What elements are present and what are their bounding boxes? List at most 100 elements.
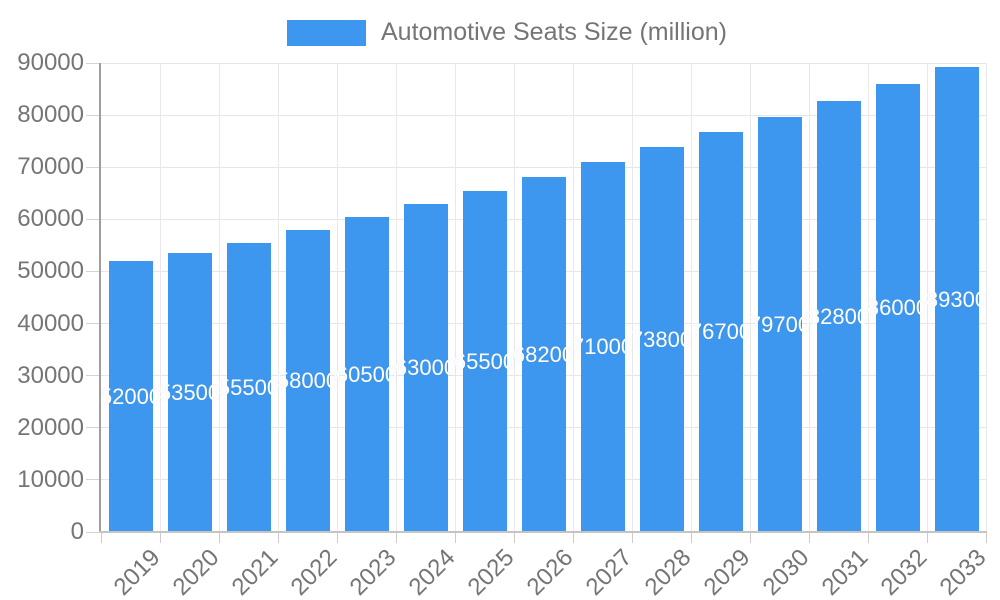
x-axis-tick <box>101 533 102 543</box>
y-axis-tick <box>86 62 100 64</box>
x-gridline <box>395 63 397 532</box>
y-tick-label: 40000 <box>17 309 84 337</box>
x-tick-label: 2031 <box>816 544 874 600</box>
x-gridline <box>513 63 515 532</box>
x-tick-label: 2032 <box>875 544 933 600</box>
x-tick-label: 2023 <box>344 544 402 600</box>
bar[interactable] <box>580 162 625 532</box>
x-tick-label: 2029 <box>698 544 756 600</box>
y-tick-label: 80000 <box>17 101 84 129</box>
bar-value-label: 68200 <box>512 341 575 367</box>
bar-value-label: 65500 <box>453 348 516 374</box>
x-tick-label: 2025 <box>462 544 520 600</box>
y-axis-tick <box>86 531 100 533</box>
x-gridline <box>749 63 751 532</box>
y-axis-tick <box>86 114 100 116</box>
bar-value-label: 63000 <box>394 355 457 380</box>
x-gridline <box>926 63 928 532</box>
y-tick-label: 10000 <box>17 465 84 493</box>
bar-value-label: 53500 <box>158 379 221 405</box>
y-tick-label: 20000 <box>17 413 84 441</box>
x-tick-label: 2026 <box>521 544 579 600</box>
x-axis-tick <box>278 533 279 543</box>
legend-swatch[interactable] <box>287 19 366 46</box>
x-axis-tick <box>809 533 810 543</box>
bar[interactable] <box>108 261 153 532</box>
x-gridline <box>159 63 161 532</box>
x-gridline <box>572 63 574 532</box>
bar-value-label: 58000 <box>276 368 339 393</box>
y-axis-tick <box>86 427 100 429</box>
y-tick-label: 0 <box>70 518 84 545</box>
x-gridline <box>690 63 692 532</box>
bar[interactable] <box>639 147 684 532</box>
bar-value-label: 76700 <box>689 319 752 344</box>
x-tick-label: 2022 <box>285 544 343 600</box>
bar[interactable] <box>285 230 330 532</box>
bar-value-label: 60500 <box>335 361 398 387</box>
plot-area: 52000 53500 55500 58000 60500 63000 65500 68200… <box>99 62 988 532</box>
bar-value-label: 55500 <box>217 374 280 400</box>
y-axis-tick <box>86 270 100 272</box>
y-gridline <box>101 114 986 116</box>
y-axis-tick <box>86 218 100 220</box>
x-gridline <box>631 63 633 532</box>
y-axis-line <box>99 63 101 533</box>
x-axis-tick <box>514 533 515 543</box>
bar-value-label: 73800 <box>630 326 693 352</box>
legend[interactable]: Automotive Seats Size (million) <box>287 18 727 47</box>
bar-value-label: 89300 <box>925 286 988 312</box>
bar-value-label: 86000 <box>866 295 929 320</box>
y-tick-label: 60000 <box>17 205 84 233</box>
x-axis-tick <box>986 533 987 543</box>
x-axis-tick <box>455 533 456 543</box>
bar[interactable] <box>167 253 212 532</box>
bar[interactable] <box>226 243 271 532</box>
x-axis-tick <box>337 533 338 543</box>
bar[interactable] <box>344 217 389 532</box>
x-axis-tick <box>927 533 928 543</box>
x-tick-label: 2019 <box>108 544 166 600</box>
y-axis-tick <box>86 323 100 325</box>
bar[interactable] <box>462 191 507 532</box>
x-axis-tick <box>219 533 220 543</box>
x-gridline <box>218 63 220 532</box>
x-tick-label: 2030 <box>757 544 815 600</box>
bar[interactable] <box>403 204 448 532</box>
bar[interactable] <box>816 101 861 532</box>
y-tick-label: 50000 <box>17 257 84 285</box>
y-gridline <box>101 166 986 168</box>
y-tick-label: 70000 <box>17 153 84 181</box>
x-tick-label: 2033 <box>934 544 992 600</box>
bar[interactable] <box>875 84 920 532</box>
bar[interactable] <box>757 117 802 532</box>
x-gridline <box>985 63 987 532</box>
x-tick-label: 2028 <box>639 544 697 600</box>
bar-value-label: 82800 <box>807 303 870 329</box>
bar-value-label: 79700 <box>748 311 811 337</box>
x-tick-label: 2027 <box>580 544 638 600</box>
x-axis-tick <box>750 533 751 543</box>
x-axis-tick <box>573 533 574 543</box>
x-axis-tick <box>691 533 692 543</box>
bar[interactable] <box>698 132 743 532</box>
bar-value-label: 71000 <box>571 334 634 359</box>
legend-label[interactable]: Automotive Seats Size (million) <box>381 18 727 46</box>
x-axis-line <box>99 531 987 533</box>
y-axis-tick <box>86 166 100 168</box>
y-axis-tick <box>86 375 100 377</box>
y-axis-tick <box>86 479 100 481</box>
bar[interactable] <box>934 67 979 532</box>
bar-value-label: 52000 <box>99 383 162 409</box>
x-tick-label: 2024 <box>403 544 461 600</box>
bar[interactable] <box>521 177 566 532</box>
y-gridline <box>101 62 986 64</box>
x-gridline <box>277 63 279 532</box>
x-gridline <box>336 63 338 532</box>
x-axis-tick <box>632 533 633 543</box>
y-tick-label: 90000 <box>17 49 84 76</box>
y-tick-label: 30000 <box>17 361 84 389</box>
x-axis-tick <box>868 533 869 543</box>
x-axis-tick <box>160 533 161 543</box>
